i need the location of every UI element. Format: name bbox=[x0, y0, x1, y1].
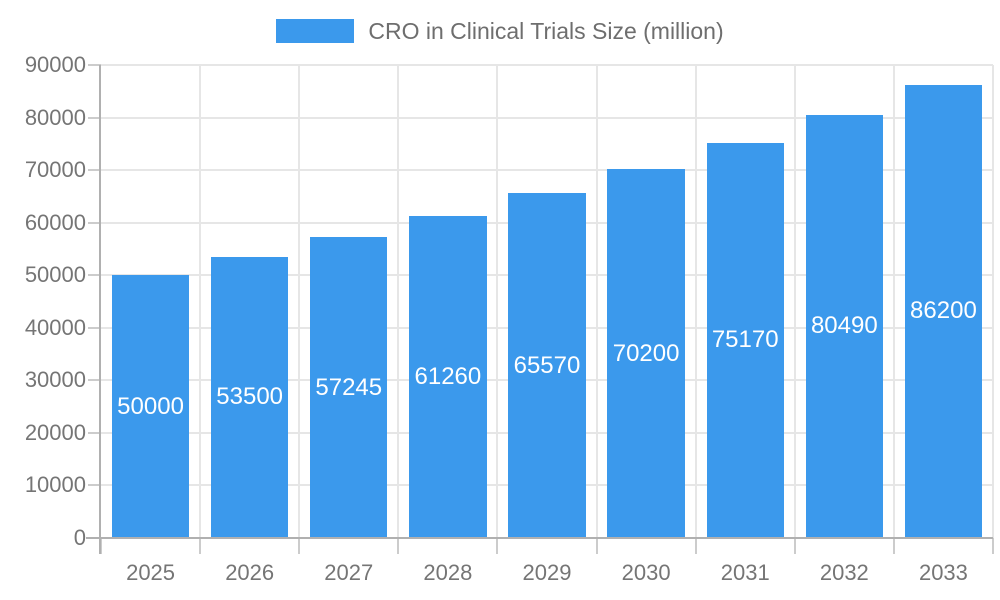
v-gridline bbox=[694, 65, 697, 538]
bar-value-label: 75170 bbox=[711, 326, 779, 354]
bar[interactable] bbox=[508, 193, 586, 537]
v-gridline bbox=[595, 65, 598, 538]
x-tick bbox=[595, 538, 598, 554]
y-axis-label: 60000 bbox=[24, 209, 86, 235]
x-tick bbox=[100, 538, 102, 554]
bar[interactable] bbox=[111, 275, 190, 537]
h-gridline bbox=[101, 169, 993, 172]
x-axis-label: 2031 bbox=[720, 560, 770, 585]
v-gridline bbox=[298, 65, 301, 538]
v-gridline bbox=[397, 65, 400, 538]
x-axis-line bbox=[86, 537, 993, 539]
x-axis-label: 2026 bbox=[225, 560, 275, 585]
y-axis-label: 40000 bbox=[24, 314, 86, 340]
x-axis-label: 2032 bbox=[819, 560, 869, 585]
y-axis-label: 0 bbox=[73, 525, 86, 550]
bar-value-label: 80490 bbox=[810, 312, 878, 340]
y-axis-label: 90000 bbox=[24, 52, 86, 77]
x-axis-label: 2033 bbox=[918, 560, 968, 585]
legend-label: CRO in Clinical Trials Size (million) bbox=[368, 17, 724, 44]
y-tick bbox=[88, 326, 101, 329]
x-axis-label: 2027 bbox=[324, 560, 374, 585]
y-tick bbox=[88, 484, 101, 487]
v-gridline bbox=[793, 65, 796, 538]
bar-value-label: 70200 bbox=[612, 339, 680, 367]
bar-value-label: 65570 bbox=[513, 351, 581, 379]
x-tick bbox=[199, 538, 202, 554]
x-axis-label: 2025 bbox=[126, 560, 176, 585]
x-axis-label: 2030 bbox=[621, 560, 671, 585]
x-tick bbox=[992, 538, 994, 554]
x-tick bbox=[496, 538, 499, 554]
y-axis-label: 80000 bbox=[24, 104, 86, 130]
y-tick bbox=[88, 431, 101, 434]
v-gridline bbox=[992, 65, 994, 538]
bar[interactable] bbox=[310, 237, 388, 537]
y-axis-label: 20000 bbox=[24, 419, 86, 445]
bar-value-label: 86200 bbox=[910, 297, 977, 325]
x-axis-label: 2028 bbox=[423, 560, 473, 585]
bar[interactable] bbox=[904, 84, 983, 537]
y-tick bbox=[88, 116, 101, 119]
y-tick bbox=[88, 274, 101, 277]
bar-value-label: 50000 bbox=[117, 392, 184, 420]
bar-value-label: 57245 bbox=[315, 373, 383, 401]
y-tick bbox=[88, 221, 101, 224]
v-gridline bbox=[496, 65, 499, 538]
y-axis-line bbox=[99, 65, 101, 554]
x-axis-label: 2029 bbox=[522, 560, 572, 585]
h-gridline bbox=[101, 116, 993, 119]
y-axis-label: 10000 bbox=[24, 472, 86, 498]
bar[interactable] bbox=[706, 142, 784, 537]
bar[interactable] bbox=[409, 216, 487, 537]
h-gridline bbox=[101, 64, 993, 66]
y-axis-label: 70000 bbox=[24, 157, 86, 183]
y-tick bbox=[88, 169, 101, 172]
bar-value-label: 61260 bbox=[414, 363, 482, 391]
legend: CRO in Clinical Trials Size (million) bbox=[0, 18, 1000, 44]
x-tick bbox=[397, 538, 400, 554]
y-tick bbox=[88, 379, 101, 382]
x-tick bbox=[298, 538, 301, 554]
x-tick bbox=[892, 538, 895, 554]
y-tick bbox=[88, 64, 101, 66]
bar-value-label: 53500 bbox=[216, 383, 284, 411]
bar[interactable] bbox=[211, 256, 289, 537]
legend-swatch bbox=[276, 19, 355, 43]
y-axis-label: 30000 bbox=[24, 367, 86, 393]
y-axis-label: 50000 bbox=[24, 262, 86, 288]
v-gridline bbox=[199, 65, 202, 538]
bar[interactable] bbox=[805, 114, 883, 537]
x-tick bbox=[694, 538, 697, 554]
v-gridline bbox=[892, 65, 895, 538]
bar[interactable] bbox=[607, 169, 685, 537]
x-tick bbox=[793, 538, 796, 554]
